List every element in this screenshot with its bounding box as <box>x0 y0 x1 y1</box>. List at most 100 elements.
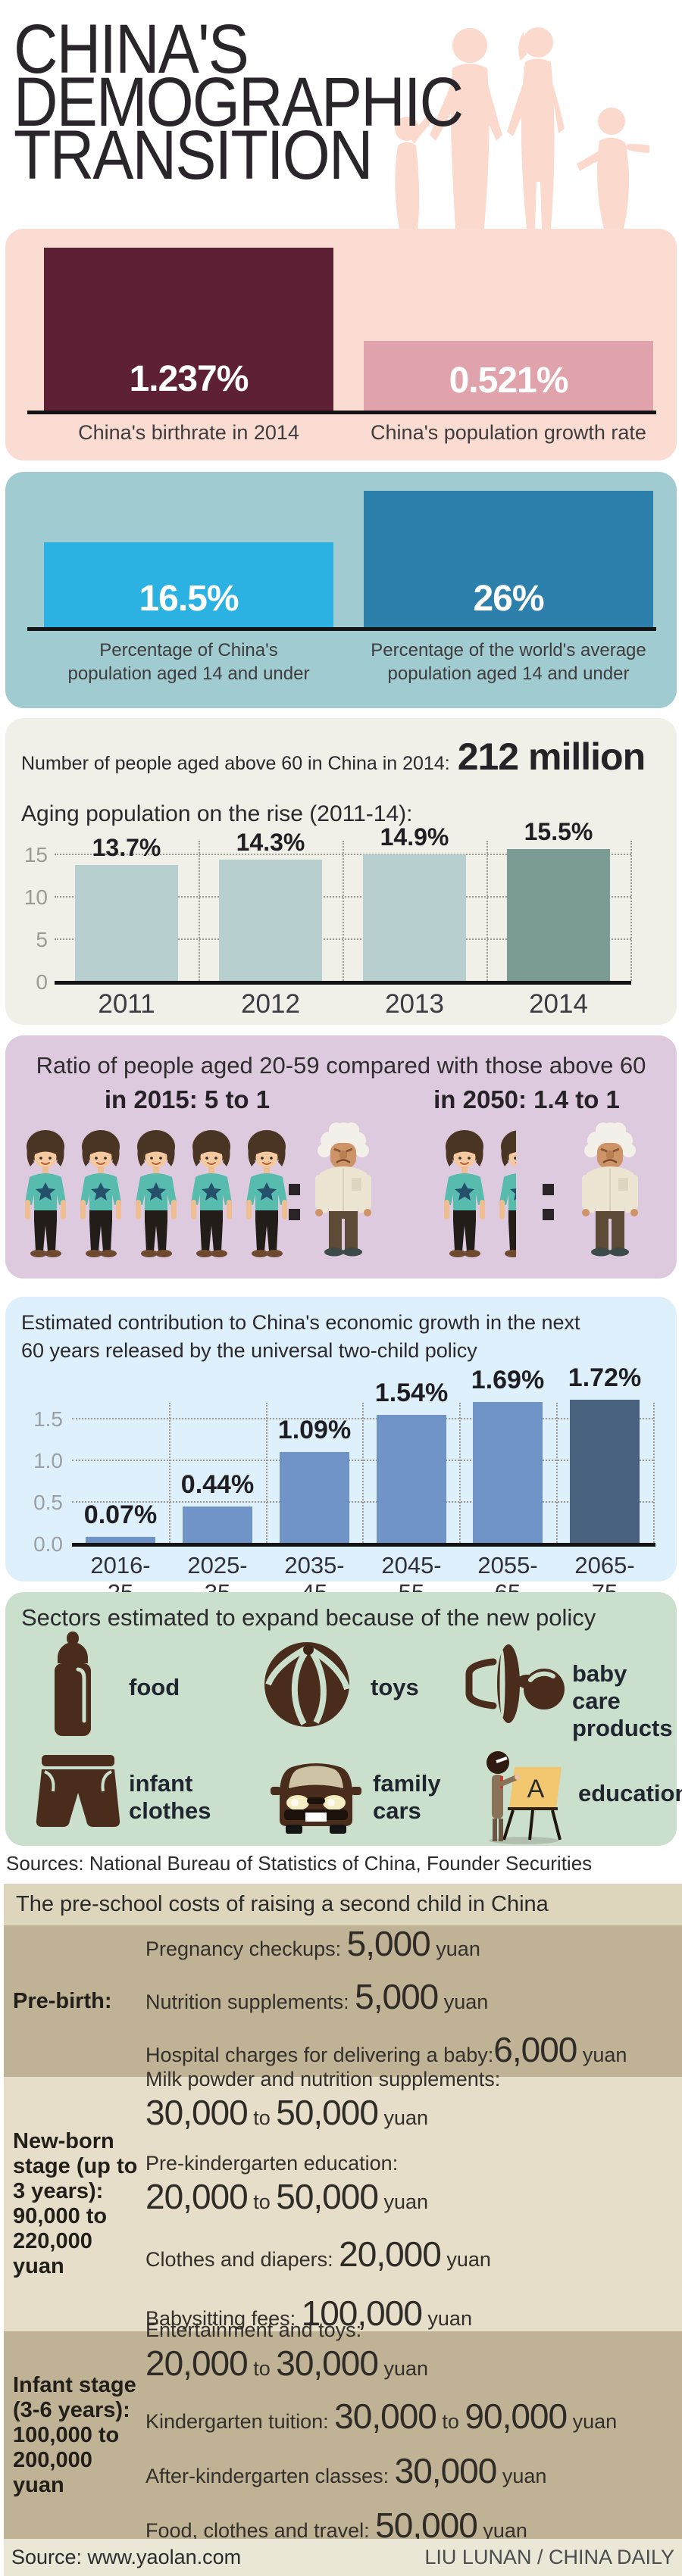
aging-value-2012: 14.3% <box>236 829 305 856</box>
growth-bar-2045-55 <box>377 1415 446 1543</box>
ytick-0.0: 0.0 <box>33 1532 63 1556</box>
gridline <box>653 1403 655 1543</box>
cost-text: to <box>247 2356 277 2380</box>
young-man-icon <box>443 1129 486 1257</box>
sector-label-education: education <box>578 1780 682 1806</box>
cost-text: Clothes and diapers: <box>145 2248 339 2271</box>
birthrate-caption: China's birthrate in 2014 <box>78 421 299 444</box>
page-footer: Source: www.yaolan.com LIU LUNAN / CHINA… <box>4 2539 682 2576</box>
aging-bar-2012 <box>219 860 322 981</box>
caption-line: population aged 14 and under <box>387 664 630 684</box>
cost-unit: yuan <box>421 2307 472 2330</box>
costs-table-title: The pre-school costs of raising a second… <box>4 1884 682 1925</box>
aging-xlabel-2012: 2012 <box>241 989 300 1019</box>
cost-unit: yuan <box>496 2464 547 2487</box>
growth-value-6: 1.72% <box>568 1363 642 1392</box>
costs-row-pre-birth: Pre-birth: Pregnancy checkups: 5,000 yua… <box>4 1925 682 2077</box>
family-silhouette-image <box>395 27 649 229</box>
cost-amount: 50,000 <box>375 2505 478 2545</box>
aged14-chart-panel: 16.5% 26% Percentage of China's populati… <box>5 472 677 708</box>
cost-item: Clothes and diapers: 20,000 yuan <box>145 2235 677 2282</box>
teaching-easel-icon: A <box>486 1751 562 1844</box>
world-aged14-value: 26% <box>473 579 544 619</box>
growth-bar-2055-65 <box>473 1402 543 1543</box>
ytick-0: 0 <box>36 970 48 994</box>
gridline <box>199 841 200 981</box>
aging-value-2013: 14.9% <box>380 823 449 851</box>
cost-item: Pregnancy checkups: 5,000 yuan <box>145 1925 677 1972</box>
cost-text: Babysitting fees: <box>145 2307 302 2330</box>
growth-value-5: 1.69% <box>471 1366 545 1394</box>
axis-baseline <box>27 627 656 631</box>
cost-amount: 100,000 <box>301 2293 423 2333</box>
sources-note: Sources: National Bureau of Statistics o… <box>6 1852 593 1875</box>
birthrate-value: 1.237% <box>129 359 249 399</box>
cost-text: Milk powder and nutrition supplements: <box>145 2068 501 2090</box>
gridline <box>169 1403 170 1543</box>
sector-label-infant-clothes: infant clothes <box>129 1770 211 1824</box>
growth-rate-caption: China's population growth rate <box>371 421 646 444</box>
gridline <box>266 1403 267 1543</box>
sectors-panel: Sectors estimated to expand because of t… <box>5 1592 682 1846</box>
growth-bar-2025-35 <box>183 1507 252 1543</box>
cost-unit: yuan <box>440 2248 491 2271</box>
gridline <box>630 841 632 981</box>
cost-text: Kindergarten tuition: <box>145 2409 335 2433</box>
aging-headline: Number of people aged above 60 in China … <box>21 735 670 779</box>
cost-unit: yuan <box>438 1991 489 2013</box>
cost-item: Kindergarten tuition: 30,000 to 90,000 y… <box>145 2397 677 2444</box>
cost-item: Entertainment and toys: 20,000 to 30,000… <box>145 2318 677 2390</box>
cost-item: After-kindergarten classes: 30,000 yuan <box>145 2452 677 2499</box>
sectors-title: Sectors estimated to expand because of t… <box>21 1604 596 1631</box>
cost-item: Babysitting fees: 100,000 yuan <box>145 2294 677 2341</box>
page-title-line3: TRANSITION <box>14 117 373 194</box>
page-title-line1: CHINA'S <box>14 11 249 88</box>
cost-text: to <box>436 2409 465 2433</box>
costs-row-label: Infant stage (3-6 years): 100,000 to 200… <box>13 2372 136 2497</box>
gridline <box>343 841 344 981</box>
partial-young-man-icon <box>493 1129 516 1257</box>
china-aged14-value: 16.5% <box>139 579 239 619</box>
birthrate-chart-panel: 1.237% 0.521% China's birthrate in 2014 … <box>5 229 677 461</box>
ytick-1.0: 1.0 <box>33 1449 63 1472</box>
cost-unit: yuan <box>377 2190 428 2213</box>
china-aged14-caption: Percentage of China's population aged 14… <box>44 639 333 685</box>
sector-label-food: food <box>129 1674 180 1700</box>
pacifier-icon <box>465 1644 565 1723</box>
growth-bar-2065-75 <box>570 1400 640 1543</box>
costs-row-label: Pre-birth: <box>13 1988 112 2013</box>
aging-bar-2011 <box>75 865 178 981</box>
ytick-1.5: 1.5 <box>33 1407 63 1431</box>
china-aged14-bar: 16.5% <box>44 542 333 627</box>
growth-value-3: 1.09% <box>277 1416 352 1444</box>
cost-unit: yuan <box>577 2044 627 2066</box>
cost-text: Entertainment and toys: <box>145 2318 362 2341</box>
growth-rate-value: 0.521% <box>449 361 569 401</box>
caption-line: Percentage of China's <box>99 640 278 660</box>
title-line: 60 years released by the universal two-c… <box>21 1339 477 1362</box>
world-aged14-bar: 26% <box>364 491 653 627</box>
cost-item: Nutrition supplements: 5,000 yuan <box>145 1978 677 2025</box>
cost-item: Pre-kindergarten education: 20,000 to 50… <box>145 2151 677 2223</box>
cost-text: to <box>247 2106 277 2129</box>
beach-ball-icon <box>264 1642 350 1727</box>
aging-xlabel-2011: 2011 <box>98 989 155 1019</box>
ytick-0.5: 0.5 <box>33 1491 63 1514</box>
cost-amount: 50,000 <box>276 2177 379 2216</box>
cost-item: Milk powder and nutrition supplements: 3… <box>145 2067 677 2139</box>
page-title: CHINA'S DEMOGRAPHIC TRANSITION <box>14 11 464 194</box>
cost-unit: yuan <box>430 1937 480 1960</box>
cost-amount: 30,000 <box>145 2093 249 2132</box>
cost-text: Pre-kindergarten education: <box>145 2152 399 2175</box>
cost-amount: 30,000 <box>334 2396 437 2436</box>
cost-text: Food, clothes and travel: <box>145 2518 376 2542</box>
cost-item: Hospital charges for delivering a baby:6… <box>145 2031 677 2078</box>
aging-bar-2014 <box>507 849 610 981</box>
aging-chart-title: Aging population on the rise (2011-14): <box>21 801 413 826</box>
aging-chart-panel: Number of people aged above 60 in China … <box>5 718 677 1025</box>
footer-credit: LIU LUNAN / CHINA DAILY <box>424 2546 674 2568</box>
young-man-icon <box>24 1129 67 1257</box>
ratio-panel: Ratio of people aged 20-59 compared with… <box>5 1035 677 1279</box>
young-man-icon <box>190 1129 233 1257</box>
